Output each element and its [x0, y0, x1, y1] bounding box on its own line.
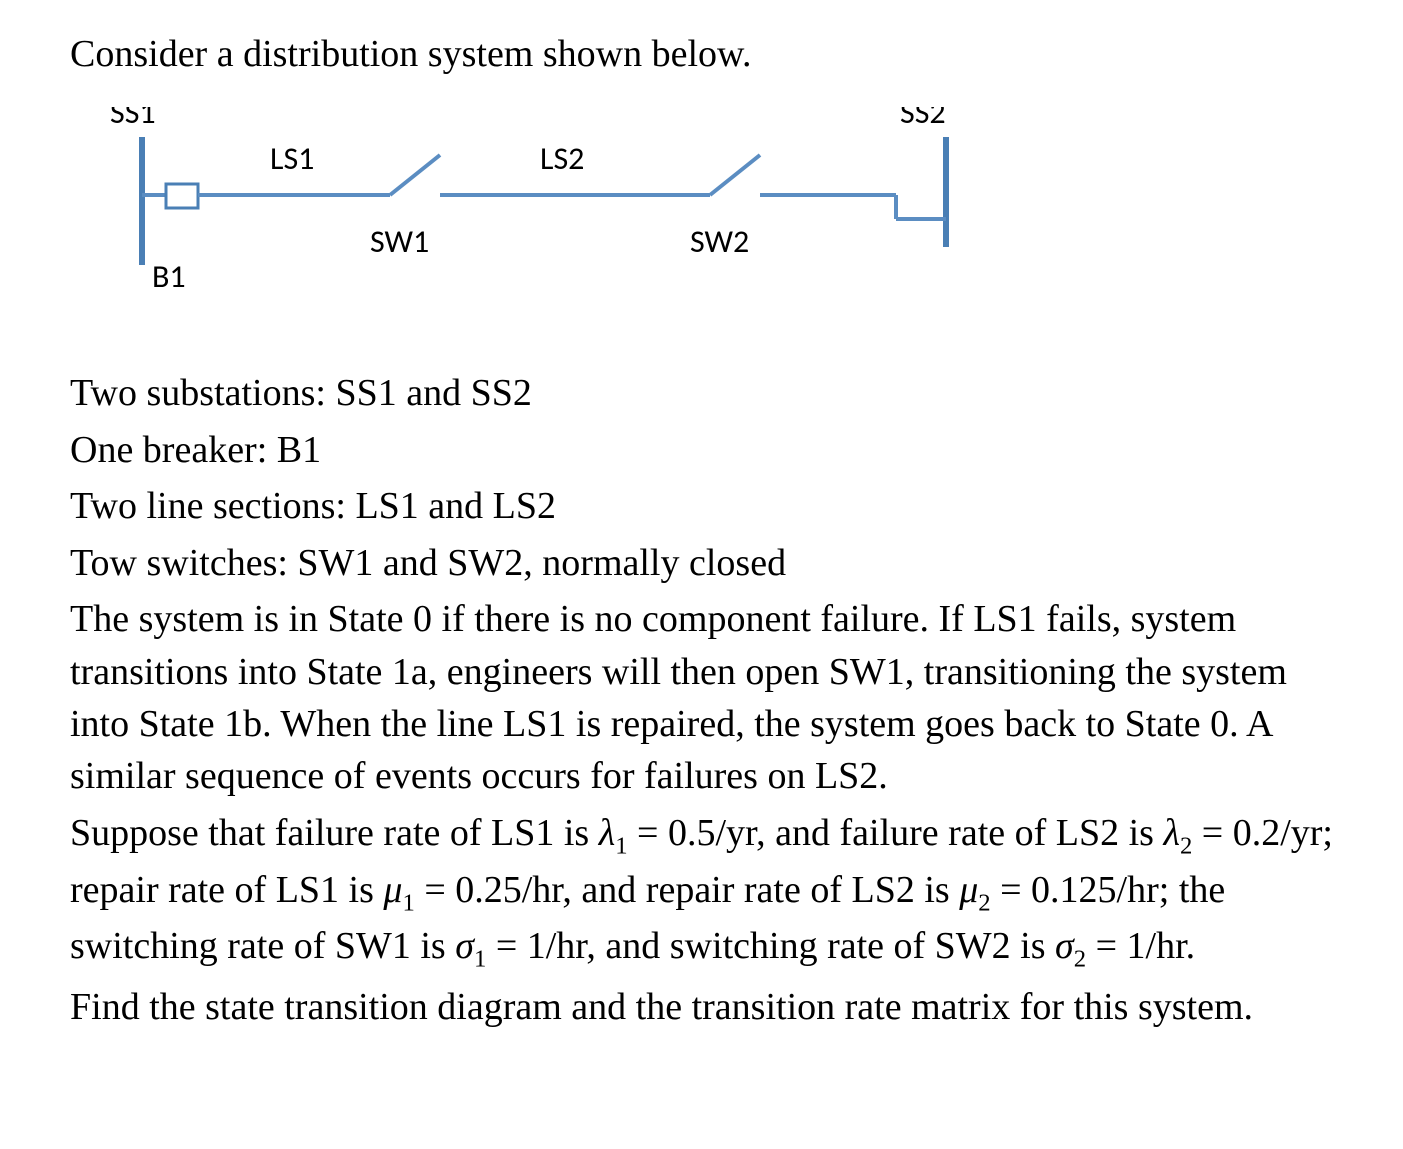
paragraph-task: Find the state transition diagram and th…	[70, 981, 1333, 1033]
mu1: μ1	[383, 869, 414, 911]
mu2: μ2	[959, 869, 990, 911]
lambda1-sub: 1	[615, 832, 627, 859]
ss1-label: SS1	[110, 107, 156, 132]
lambda2: λ2	[1163, 812, 1192, 854]
sigma1-sym: σ	[455, 925, 474, 967]
lambda1-val: = 0.5/yr, and failure rate of LS2 is	[628, 812, 1164, 854]
line-switches: Tow switches: SW1 and SW2, normally clos…	[70, 537, 1333, 589]
line-substations: Two substations: SS1 and SS2	[70, 367, 1333, 419]
sigma2: σ2	[1055, 925, 1086, 967]
intro-text: Consider a distribution system shown bel…	[70, 30, 1333, 79]
mu2-sub: 2	[978, 889, 990, 916]
mu2-sym: μ	[959, 869, 978, 911]
lambda2-sym: λ	[1163, 812, 1179, 854]
line-sections: Two line sections: LS1 and LS2	[70, 480, 1333, 532]
sigma1-sub: 1	[474, 946, 486, 973]
ls1-label: LS1	[270, 139, 314, 178]
switch-sw1-blade	[390, 155, 440, 195]
sigma1-val: = 1/hr, and switching rate of SW2 is	[486, 925, 1055, 967]
sw1-label: SW1	[370, 222, 429, 261]
lambda1: λ1	[599, 812, 628, 854]
line-breaker: One breaker: B1	[70, 424, 1333, 476]
body-text: Two substations: SS1 and SS2 One breaker…	[70, 367, 1333, 1033]
switch-sw2-blade	[710, 155, 760, 195]
text-prefix: Suppose that failure rate of LS1 is	[70, 812, 599, 854]
lambda1-sym: λ	[599, 812, 615, 854]
breaker-b1	[166, 184, 198, 208]
sigma2-sub: 2	[1074, 946, 1086, 973]
mu1-val: = 0.25/hr, and repair rate of LS2 is	[415, 869, 959, 911]
distribution-diagram: SS1 SS2 LS1 LS2 SW1 SW2 B1	[70, 107, 1020, 327]
diagram-container: SS1 SS2 LS1 LS2 SW1 SW2 B1	[70, 107, 1333, 327]
sigma2-val: = 1/hr.	[1086, 925, 1195, 967]
sigma1: σ1	[455, 925, 486, 967]
sigma2-sym: σ	[1055, 925, 1074, 967]
mu1-sub: 1	[402, 889, 414, 916]
page: Consider a distribution system shown bel…	[0, 0, 1403, 1077]
ss2-label: SS2	[900, 107, 946, 132]
b1-label: B1	[152, 257, 186, 296]
mu1-sym: μ	[383, 869, 402, 911]
ls2-label: LS2	[540, 139, 584, 178]
paragraph-rates: Suppose that failure rate of LS1 is λ1 =…	[70, 807, 1333, 977]
lambda2-sub: 2	[1180, 832, 1192, 859]
paragraph-states: The system is in State 0 if there is no …	[70, 593, 1333, 803]
sw2-label: SW2	[690, 222, 749, 261]
